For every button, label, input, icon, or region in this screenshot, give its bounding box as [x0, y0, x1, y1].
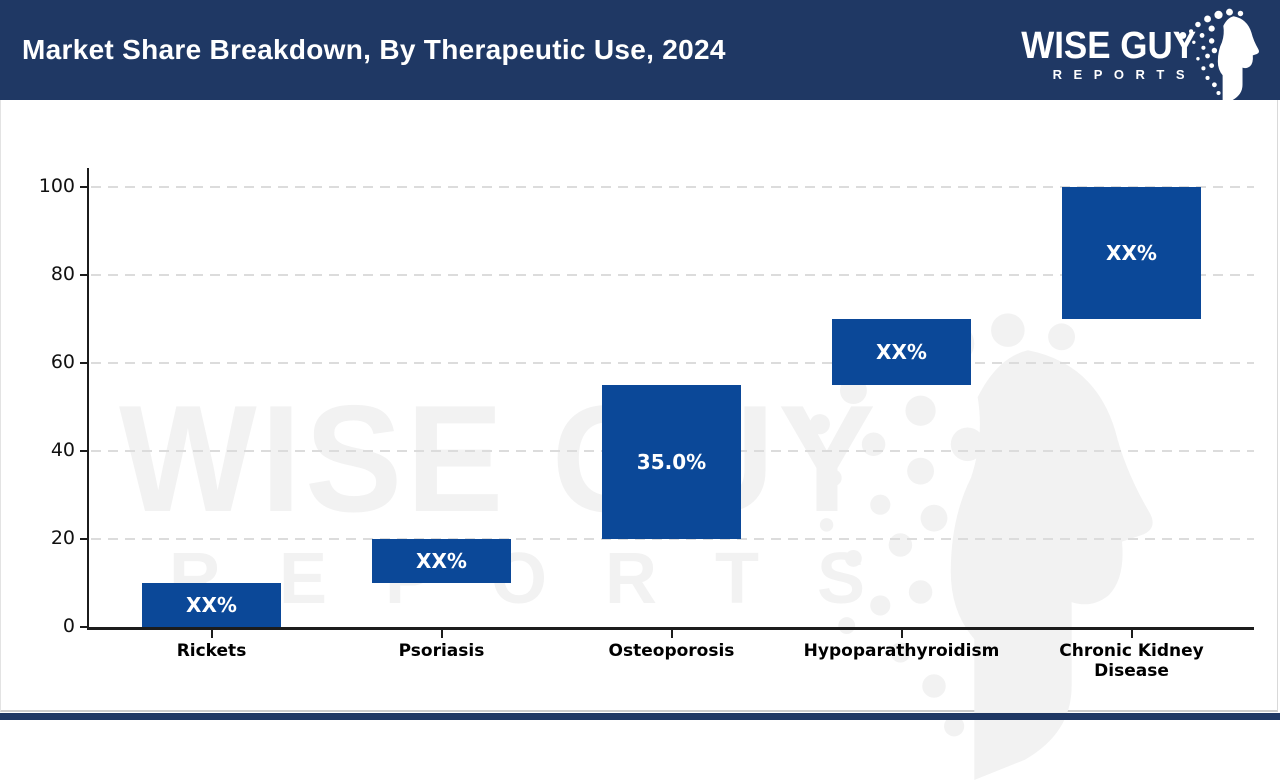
logo-subtitle: REPORTS — [1052, 67, 1196, 82]
gridline-y60 — [91, 362, 1254, 364]
y-axis-line — [87, 168, 89, 629]
logo-text: WISE GUY REPORTS — [1006, 25, 1196, 84]
xcat-label-2: Psoriasis — [398, 641, 485, 661]
xcat-label-3: Osteoporosis — [608, 641, 735, 661]
bar-value-label: XX% — [1106, 241, 1157, 265]
footer-band — [0, 713, 1280, 720]
plot-area: 0 20 40 60 80 100 XX% Rickets XX% Psoriasis 35.0% O… — [1, 100, 1277, 710]
bar-value-label: XX% — [876, 340, 927, 364]
ytick-mark — [80, 274, 89, 276]
ytick-label: 20 — [50, 527, 75, 549]
bar-osteoporosis: 35.0% — [602, 385, 741, 539]
page-title: Market Share Breakdown, By Therapeutic U… — [22, 34, 726, 65]
x-axis-line — [87, 627, 1254, 630]
xcat-label-4: Hypoparathyroidism — [803, 641, 1000, 661]
ytick-mark — [80, 362, 89, 364]
bar-psoriasis: XX% — [372, 539, 511, 583]
logo-wordmark: WISE GUY — [1021, 25, 1196, 67]
wise-guy-reports-logo: WISE GUY REPORTS — [1016, 6, 1266, 104]
ytick-label: 60 — [50, 351, 75, 373]
xcat-label-1: Rickets — [176, 641, 247, 661]
gridline-y80 — [91, 274, 1254, 276]
dotted-head-icon — [1179, 8, 1260, 104]
bar-rickets: XX% — [142, 583, 281, 627]
header-band: Market Share Breakdown, By Therapeutic U… — [0, 0, 1280, 104]
gridline-y20 — [91, 538, 1254, 540]
gridline-y100 — [91, 186, 1254, 188]
ytick-label: 40 — [50, 439, 75, 461]
ytick-label: 0 — [62, 615, 75, 637]
ytick-label: 80 — [50, 263, 75, 285]
xtick-mark — [210, 630, 213, 638]
xcat-label-5: Chronic Kidney Disease — [1059, 641, 1204, 681]
ytick-mark — [80, 450, 89, 452]
chart-canvas: WISE GUY REPORTS 0 20 40 60 80 100 XX% Rickets X… — [0, 100, 1278, 780]
ytick-mark — [80, 538, 89, 540]
bar-value-label: XX% — [416, 549, 467, 573]
ytick-mark — [80, 186, 89, 188]
xtick-mark — [900, 630, 903, 638]
ytick-mark — [80, 626, 89, 628]
bar-value-label: 35.0% — [636, 450, 707, 474]
xtick-mark — [670, 630, 673, 638]
bar-chronic-kidney-disease: XX% — [1062, 187, 1201, 319]
xtick-mark — [440, 630, 443, 638]
xtick-mark — [1130, 630, 1133, 638]
bar-value-label: XX% — [186, 593, 237, 617]
bar-hypoparathyroidism: XX% — [832, 319, 971, 385]
ytick-label: 100 — [38, 175, 75, 197]
